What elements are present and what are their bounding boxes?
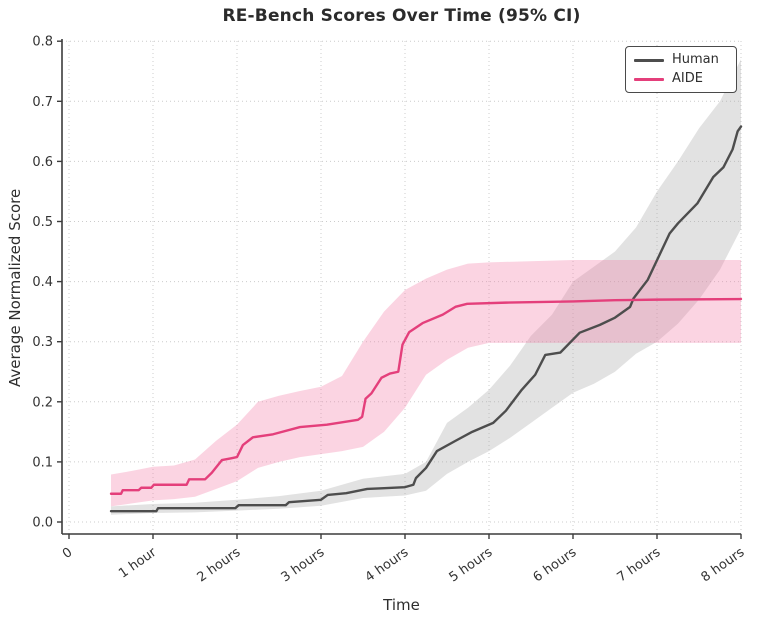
x-tick-label: 6 hours (531, 545, 580, 585)
x-tick-label: 0 (60, 545, 75, 562)
human-line (109, 125, 743, 513)
aide-line-swatch (634, 77, 664, 81)
legend-item-aide: AIDE (634, 71, 736, 87)
x-tick-label: 8 hours (699, 545, 748, 585)
y-tick-label: 0.8 (32, 35, 53, 50)
y-tick-label: 0.5 (32, 215, 53, 230)
y-tick-label: 0.6 (32, 155, 53, 170)
legend: Human AIDE (625, 46, 737, 93)
y-axis-label: Average Normalized Score (6, 188, 24, 387)
aide-ci-band (111, 259, 741, 507)
y-tick-label: 0.2 (32, 395, 53, 410)
x-tick-label: 3 hours (279, 545, 328, 585)
x-tick-label: 1 hour (116, 545, 160, 582)
legend-label-aide: AIDE (672, 71, 703, 86)
chart-title: RE-Bench Scores Over Time (95% CI) (222, 6, 581, 26)
x-tick-label: 4 hours (363, 545, 412, 585)
y-tick-label: 0.3 (32, 335, 53, 350)
x-axis-label: Time (383, 596, 420, 614)
x-tick-label: 7 hours (615, 545, 664, 585)
human-ci-band (111, 59, 741, 515)
legend-label-human: Human (672, 52, 719, 67)
y-tick-label: 0.4 (32, 275, 53, 290)
y-tick-label: 0.0 (32, 516, 53, 531)
y-tick-label: 0.7 (32, 95, 53, 110)
human-line-swatch (634, 58, 664, 62)
x-tick-label: 2 hours (195, 545, 244, 585)
aide-line (109, 297, 743, 495)
x-tick-label: 5 hours (447, 545, 496, 585)
y-tick-label: 0.1 (32, 455, 53, 470)
legend-item-human: Human (634, 52, 736, 68)
